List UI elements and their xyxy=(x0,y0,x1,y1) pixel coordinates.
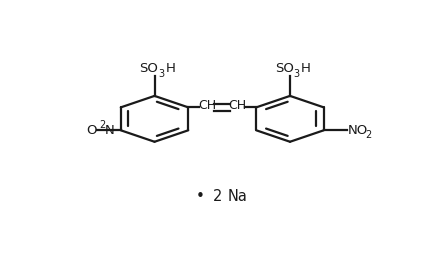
Text: •: • xyxy=(196,189,205,204)
Text: Na: Na xyxy=(228,189,247,204)
Text: CH: CH xyxy=(229,99,247,112)
Text: 2: 2 xyxy=(366,130,372,140)
Text: H: H xyxy=(166,62,176,75)
Text: O: O xyxy=(87,124,97,137)
Text: N: N xyxy=(104,124,114,137)
Text: CH: CH xyxy=(198,99,216,112)
Text: SO: SO xyxy=(275,62,294,75)
Text: 3: 3 xyxy=(294,69,300,79)
Text: SO: SO xyxy=(139,62,158,75)
Text: NO: NO xyxy=(347,124,368,137)
Text: H: H xyxy=(301,62,311,75)
Text: 2: 2 xyxy=(212,189,222,204)
Text: 3: 3 xyxy=(158,69,164,79)
Text: 2: 2 xyxy=(99,120,105,130)
